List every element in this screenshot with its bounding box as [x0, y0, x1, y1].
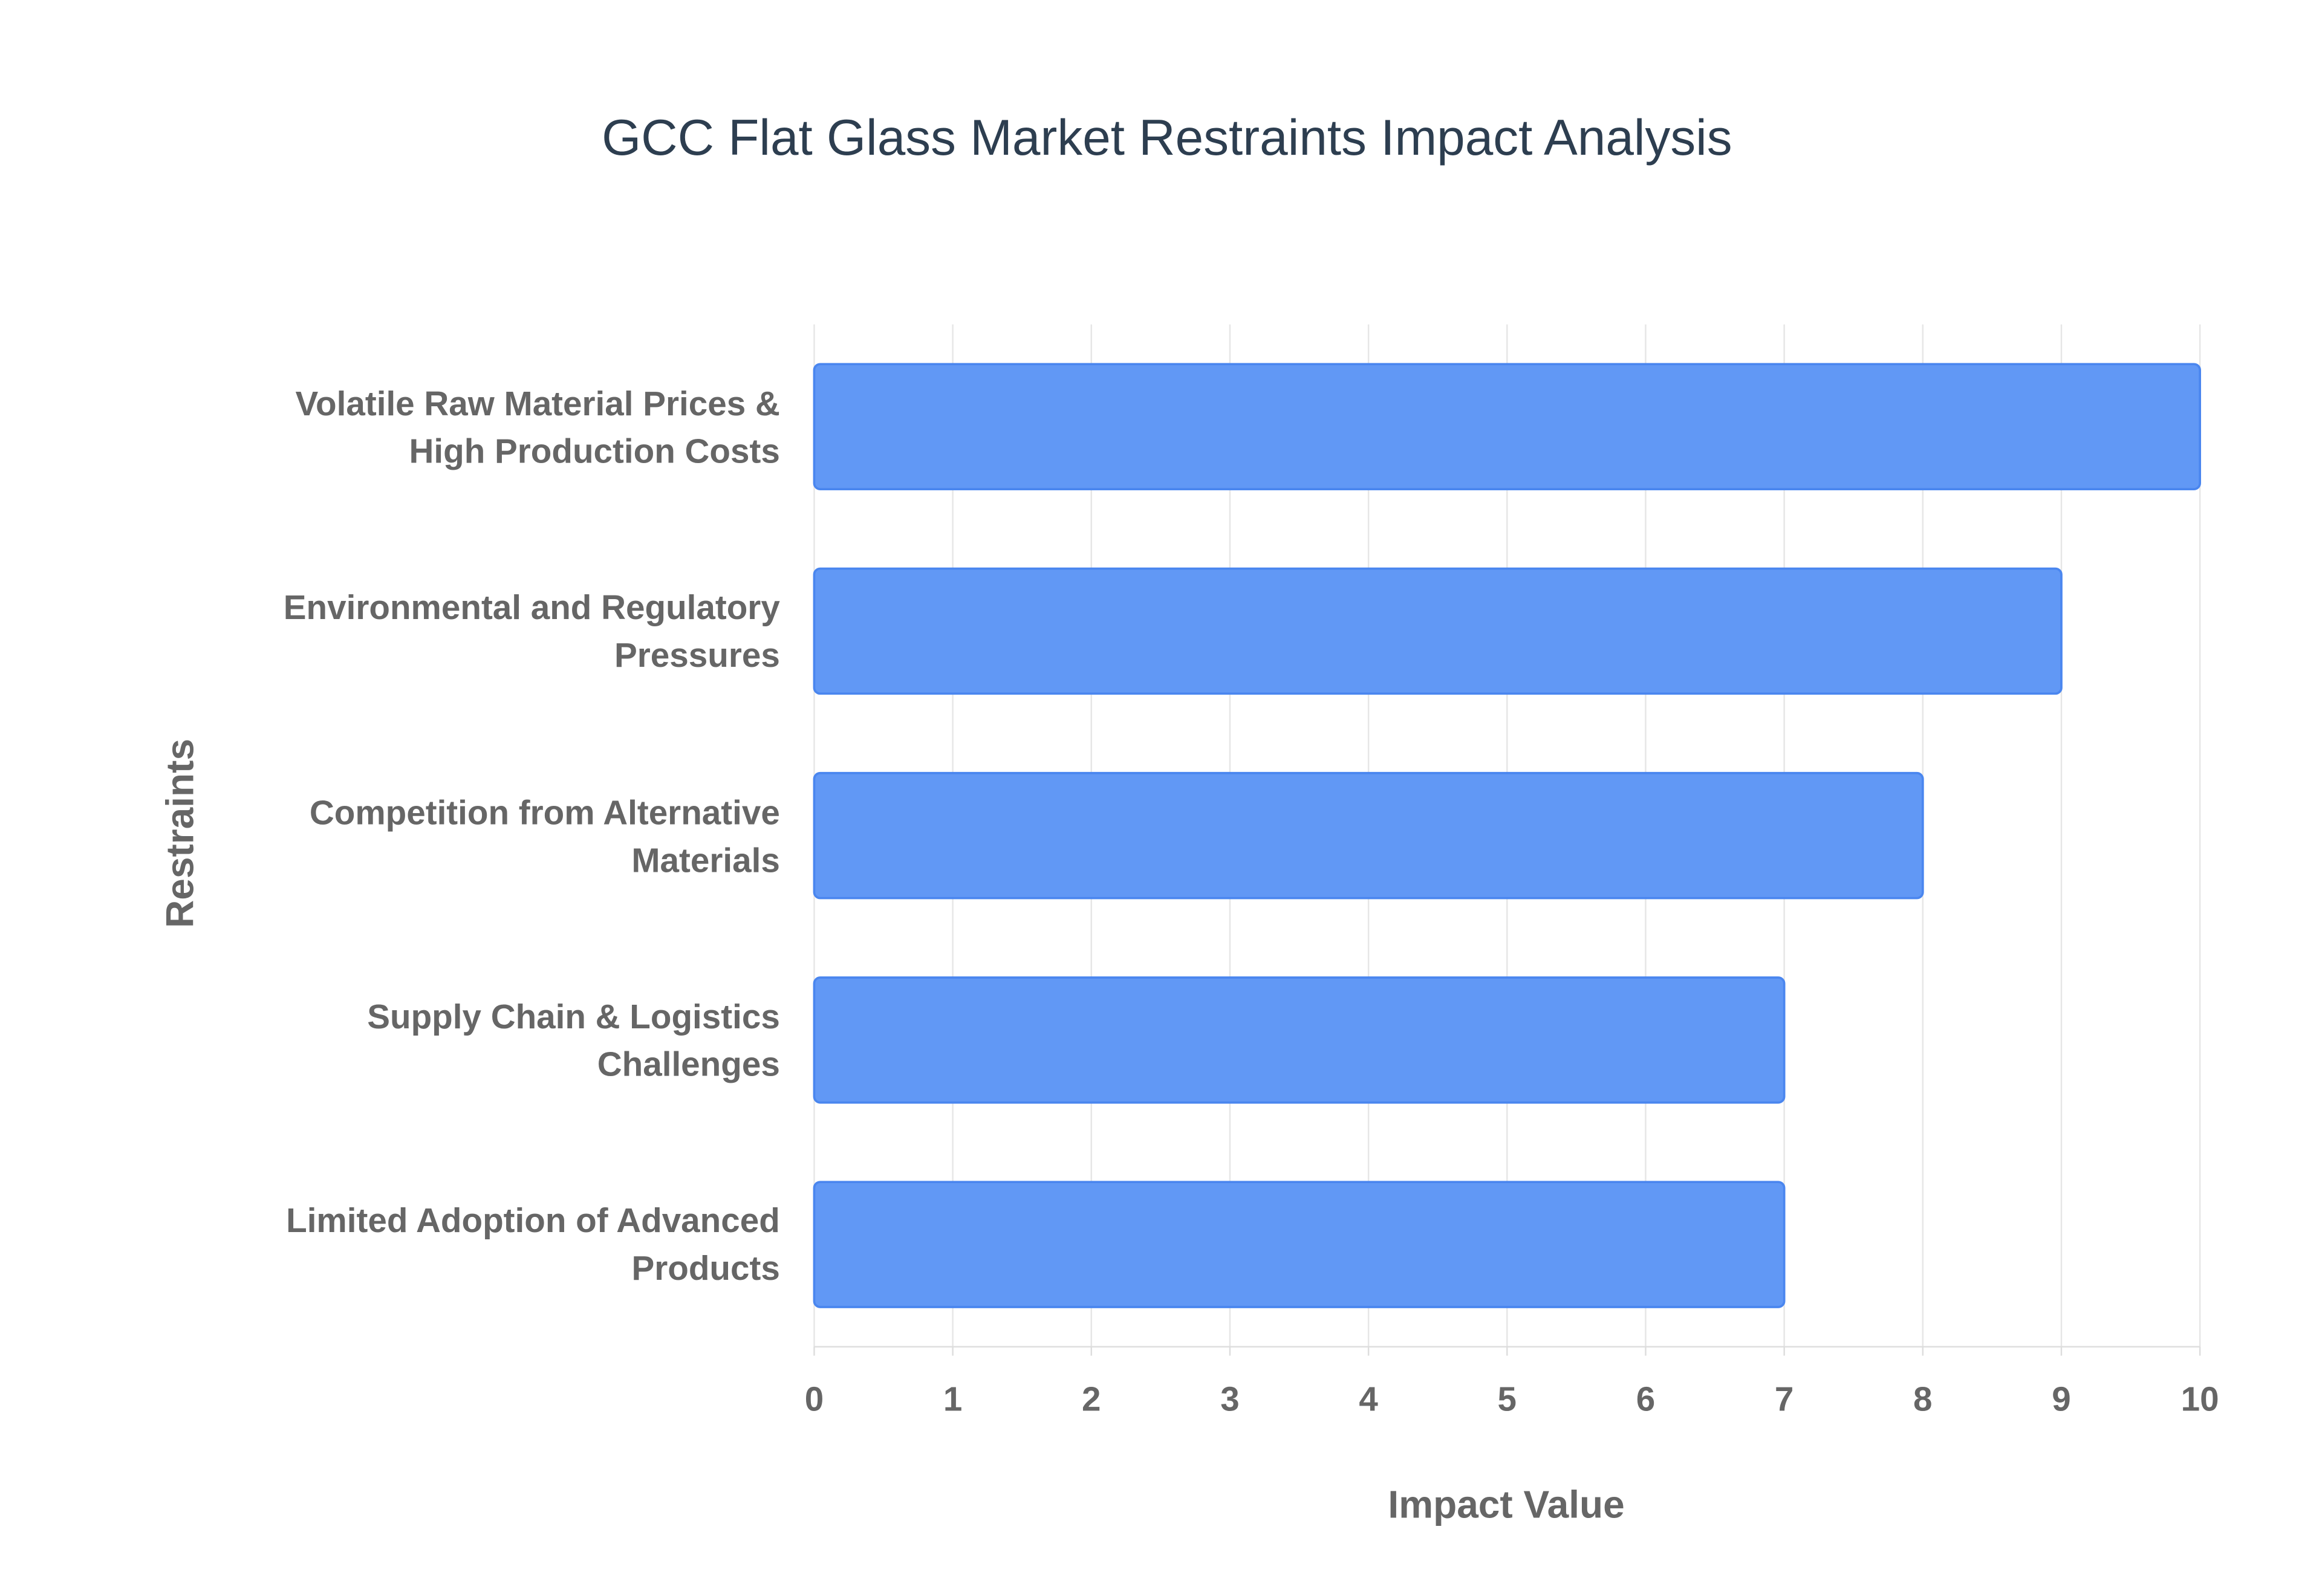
y-tick-label: Supply Chain & Logistics Challenges: [367, 996, 780, 1083]
x-tick-label: 1: [943, 1380, 962, 1418]
x-tick-label: 4: [1359, 1380, 1378, 1418]
y-tick-label-box: Environmental and Regulatory Pressures: [283, 588, 780, 675]
bar: [813, 976, 1786, 1104]
x-tick-label: 0: [805, 1380, 824, 1418]
y-tick-label: Volatile Raw Material Prices & High Prod…: [295, 383, 780, 470]
y-tick-label: Limited Adoption of Advanced Products: [286, 1201, 780, 1288]
bar: [813, 1181, 1786, 1308]
y-tick-label-box: Volatile Raw Material Prices & High Prod…: [295, 383, 780, 470]
x-tick-label: 6: [1636, 1380, 1655, 1418]
x-tick-label: 3: [1220, 1380, 1239, 1418]
x-tick-label: 10: [2181, 1380, 2219, 1418]
chart-title: GCC Flat Glass Market Restraints Impact …: [602, 109, 1732, 166]
bar: [813, 363, 2201, 490]
x-tick-label: 5: [1498, 1380, 1517, 1418]
y-tick-label: Competition from Alternative Materials: [309, 792, 780, 879]
y-tick-label-box: Competition from Alternative Materials: [309, 792, 780, 879]
x-tick-label: 7: [1775, 1380, 1794, 1418]
y-tick-label: Environmental and Regulatory Pressures: [283, 588, 780, 675]
bar: [813, 771, 1924, 900]
y-tick-label-box: Supply Chain & Logistics Challenges: [367, 996, 780, 1083]
x-tick-label: 8: [1913, 1380, 1932, 1418]
x-tick-label: 2: [1082, 1380, 1101, 1418]
y-axis-title: Restraints: [158, 739, 202, 928]
bar: [813, 567, 2063, 695]
x-tick-label: 9: [2052, 1380, 2070, 1418]
x-axis-title: Impact Value: [1388, 1482, 1624, 1526]
y-tick-label-box: Limited Adoption of Advanced Products: [286, 1201, 780, 1288]
